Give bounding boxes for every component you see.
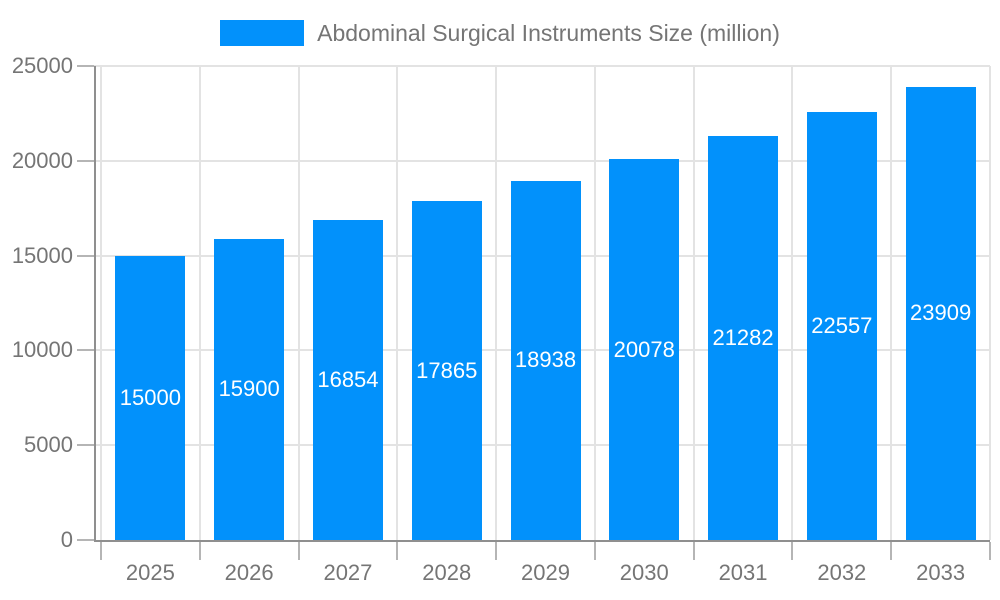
bar[interactable]: [411, 201, 482, 540]
y-axis-tick: [77, 65, 94, 67]
v-gridline: [989, 66, 991, 540]
x-axis-tick: [495, 542, 498, 560]
x-axis-tick: [297, 542, 300, 560]
v-gridline: [100, 66, 102, 540]
x-axis-label: 2029: [521, 560, 570, 585]
bar-value-label: 15900: [218, 376, 280, 402]
bar[interactable]: [115, 255, 186, 540]
x-axis-line: [94, 540, 990, 542]
y-axis-tick: [77, 254, 94, 257]
bar[interactable]: [708, 136, 779, 540]
y-axis-tick: [77, 539, 94, 541]
x-axis-label: 2028: [422, 560, 472, 585]
v-gridline: [791, 66, 794, 540]
y-axis-label: 10000: [11, 337, 73, 363]
v-gridline: [692, 66, 695, 540]
x-axis-label: 2026: [224, 560, 274, 585]
bar-value-label: 22557: [811, 313, 873, 339]
v-gridline: [396, 66, 399, 540]
x-axis-label: 2032: [817, 560, 867, 585]
bar[interactable]: [312, 220, 383, 540]
bar[interactable]: [214, 238, 285, 540]
x-axis-tick: [989, 542, 991, 560]
bar[interactable]: [806, 112, 877, 540]
bar-value-label: 15000: [119, 384, 181, 410]
x-axis-tick: [100, 542, 102, 560]
x-axis-tick: [198, 542, 201, 560]
y-axis-line: [94, 66, 96, 542]
bar[interactable]: [609, 159, 680, 540]
legend: Abdominal Surgical Instruments Size (mil…: [0, 19, 1000, 47]
x-axis-label: 2033: [916, 560, 966, 585]
v-gridline: [297, 66, 300, 540]
x-axis-label: 2031: [718, 560, 768, 585]
y-axis-label: 0: [60, 527, 73, 552]
bar-value-label: 16854: [317, 367, 379, 393]
h-gridline: [94, 159, 990, 162]
y-axis-tick: [77, 444, 94, 447]
x-axis-tick: [692, 542, 695, 560]
y-axis-label: 20000: [11, 147, 73, 173]
bar-value-label: 23909: [910, 300, 972, 326]
x-axis-tick: [791, 542, 794, 560]
bar-value-label: 20078: [613, 336, 675, 362]
x-axis-label: 2030: [619, 560, 669, 585]
bar[interactable]: [905, 86, 976, 540]
y-axis-label: 25000: [11, 53, 73, 78]
v-gridline: [198, 66, 201, 540]
x-axis-label: 2027: [323, 560, 373, 585]
x-axis-tick: [890, 542, 893, 560]
bar[interactable]: [510, 180, 581, 540]
y-axis-label: 15000: [11, 242, 73, 268]
x-axis-tick: [396, 542, 399, 560]
legend-label: Abdominal Surgical Instruments Size (mil…: [317, 20, 780, 46]
y-axis-tick: [77, 159, 94, 162]
y-axis-label: 5000: [24, 432, 73, 458]
v-gridline: [890, 66, 893, 540]
bar-value-label: 18938: [514, 347, 577, 373]
h-gridline: [94, 65, 990, 67]
x-axis-tick: [593, 542, 596, 560]
bar-value-label: 17865: [416, 357, 478, 383]
v-gridline: [593, 66, 596, 540]
x-axis-label: 2025: [125, 560, 175, 585]
y-axis-tick: [77, 349, 94, 352]
v-gridline: [495, 66, 498, 540]
bar-value-label: 21282: [712, 325, 774, 351]
legend-swatch: [220, 20, 305, 46]
